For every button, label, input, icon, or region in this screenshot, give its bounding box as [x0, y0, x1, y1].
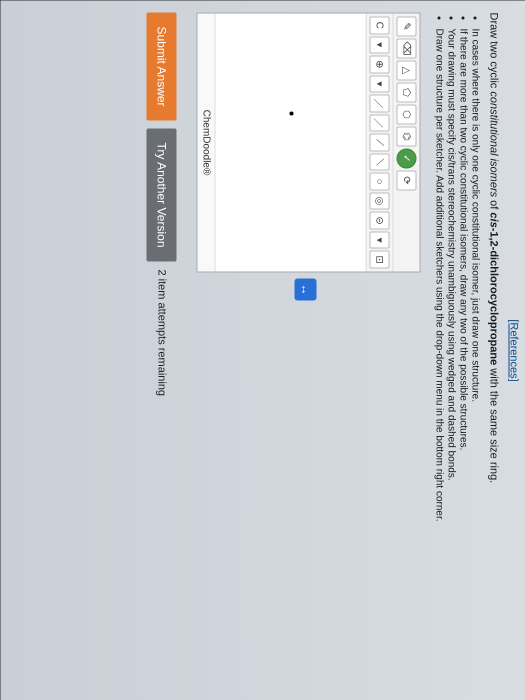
- check-icon[interactable]: ✓: [397, 149, 417, 169]
- question-panel: [References] Draw two cyclic constitutio…: [1, 1, 525, 700]
- element-dropdown-icon[interactable]: ▾: [370, 36, 390, 54]
- chem-sketcher: ✎ ⌫ △ ⬠ ⬡ ⌬ ✓ ⟳ C ▾ ⊕ ▾ ／ ／ ⟋ ⟍ ○ ◎ ⊝: [197, 13, 421, 273]
- canvas-dot: [290, 112, 294, 116]
- expand-icon[interactable]: ⊡: [370, 251, 390, 269]
- wedge-bond-icon[interactable]: ⟋: [370, 134, 390, 152]
- ring-dot-icon[interactable]: ◎: [370, 192, 390, 210]
- ring-dropdown-icon[interactable]: ▾: [370, 231, 390, 249]
- pentagon-icon[interactable]: ⬠: [397, 83, 417, 103]
- submit-button[interactable]: Submit Answer: [147, 13, 177, 121]
- attempts-text: 2 item attempts remaining: [156, 270, 168, 397]
- try-another-button[interactable]: Try Another Version: [147, 129, 177, 262]
- double-bond-icon[interactable]: ／: [370, 114, 390, 132]
- instruction-item: Your drawing must specify cis/trans ster…: [446, 29, 457, 673]
- instruction-item: If there are more than two cyclic consti…: [458, 29, 469, 673]
- toolbar-row-2: C ▾ ⊕ ▾ ／ ／ ⟋ ⟍ ○ ◎ ⊝ ▾ ⊡: [366, 14, 393, 272]
- single-bond-icon[interactable]: ／: [370, 95, 390, 113]
- drawing-canvas[interactable]: [216, 14, 366, 272]
- charge-plus-button[interactable]: ⊕: [370, 56, 390, 74]
- swap-button[interactable]: ↔: [295, 279, 317, 301]
- redo-icon[interactable]: ⟳: [397, 171, 417, 191]
- references-link[interactable]: [References]: [508, 319, 520, 381]
- question-prompt: Draw two cyclic constitutional isomers o…: [482, 1, 504, 700]
- instruction-list: In cases where there is only one cyclic …: [425, 1, 482, 700]
- charge-dropdown-icon[interactable]: ▾: [370, 75, 390, 93]
- erase-icon[interactable]: ⌫: [397, 39, 417, 59]
- submit-row: Submit Answer Try Another Version 2 item…: [147, 13, 177, 689]
- instruction-item: Draw one structure per sketcher. Add add…: [434, 29, 445, 673]
- toolbar-row-1: ✎ ⌫ △ ⬠ ⬡ ⌬ ✓ ⟳: [393, 14, 420, 272]
- pencil-icon[interactable]: ✎: [397, 17, 417, 37]
- swap-icon: ↔: [299, 284, 313, 296]
- brand-label: ChemDoodle®: [198, 14, 216, 272]
- ring-minus-icon[interactable]: ⊝: [370, 212, 390, 230]
- carbon-button[interactable]: C: [370, 17, 390, 35]
- triangle-icon[interactable]: △: [397, 61, 417, 81]
- dash-bond-icon[interactable]: ⟍: [370, 153, 390, 171]
- benzene-icon[interactable]: ⌬: [397, 127, 417, 147]
- instruction-item: In cases where there is only one cyclic …: [470, 29, 481, 673]
- hexagon-icon[interactable]: ⬡: [397, 105, 417, 125]
- sketch-area: ✎ ⌫ △ ⬠ ⬡ ⌬ ✓ ⟳ C ▾ ⊕ ▾ ／ ／ ⟋ ⟍ ○ ◎ ⊝: [197, 13, 421, 689]
- ring-open-icon[interactable]: ○: [370, 173, 390, 191]
- references-row: [References]: [504, 1, 525, 700]
